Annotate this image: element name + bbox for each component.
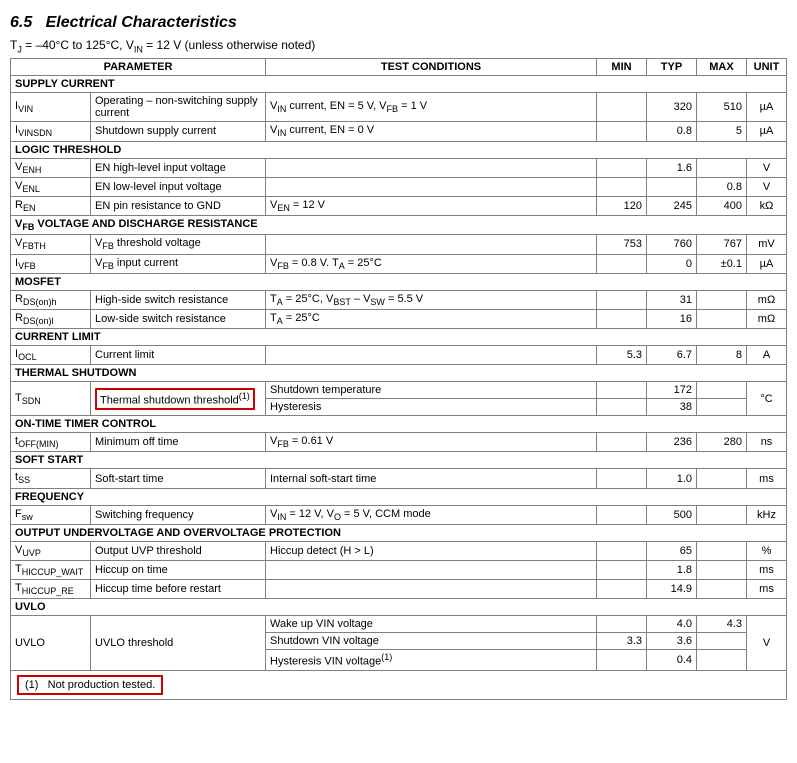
row-tsdn-1: TSDN Thermal shutdown threshold(1) Shutd…: [11, 382, 787, 399]
test-conditions-header: TJ = –40°C to 125°C, VIN = 12 V (unless …: [10, 38, 787, 54]
section-current-limit: CURRENT LIMIT: [11, 329, 787, 346]
row-tss: tSS Soft-start time Internal soft-start …: [11, 469, 787, 488]
row-fsw: Fsw Switching frequency VIN = 12 V, VO =…: [11, 505, 787, 524]
row-ren: REN EN pin resistance to GND VEN = 12 V …: [11, 196, 787, 215]
row-ivinsdn: IVINSDN Shutdown supply current VIN curr…: [11, 122, 787, 141]
col-test-conditions: TEST CONDITIONS: [266, 59, 597, 76]
footnote-highlight: (1) Not production tested.: [17, 675, 163, 695]
table-header-row: PARAMETER TEST CONDITIONS MIN TYP MAX UN…: [11, 59, 787, 76]
footnote-row: (1) Not production tested.: [11, 671, 787, 700]
section-on-time: ON-TIME TIMER CONTROL: [11, 416, 787, 433]
row-toffmin: tOFF(MIN) Minimum off time VFB = 0.61 V …: [11, 433, 787, 452]
section-title: 6.5 Electrical Characteristics: [10, 14, 787, 32]
row-uvlo-1: UVLO UVLO threshold Wake up VIN voltage …: [11, 616, 787, 633]
section-output-uv-ov: OUTPUT UNDERVOLTAGE AND OVERVOLTAGE PROT…: [11, 524, 787, 541]
characteristics-table: PARAMETER TEST CONDITIONS MIN TYP MAX UN…: [10, 58, 787, 700]
row-iocl: IOCL Current limit 5.3 6.7 8 A: [11, 346, 787, 365]
row-vfbth: VFBTH VFB threshold voltage 753 760 767 …: [11, 235, 787, 254]
section-uvlo: UVLO: [11, 599, 787, 616]
section-soft-start: SOFT START: [11, 452, 787, 469]
row-vuvp: VUVP Output UVP threshold Hiccup detect …: [11, 541, 787, 560]
thermal-shutdown-highlight: Thermal shutdown threshold(1): [95, 388, 255, 410]
row-thiccupre: THICCUP_RE Hiccup time before restart 14…: [11, 580, 787, 599]
row-rdsonh: RDS(on)h High-side switch resistance TA …: [11, 290, 787, 309]
row-thiccupwait: THICCUP_WAIT Hiccup on time 1.8 ms: [11, 561, 787, 580]
row-ivfb: IVFB VFB input current VFB = 0.8 V. TA =…: [11, 254, 787, 273]
row-venl: VENL EN low-level input voltage 0.8 V: [11, 177, 787, 196]
section-frequency: FREQUENCY: [11, 488, 787, 505]
col-unit: UNIT: [747, 59, 787, 76]
section-supply-current: SUPPLY CURRENT: [11, 76, 787, 93]
section-thermal-shutdown: THERMAL SHUTDOWN: [11, 365, 787, 382]
col-max: MAX: [697, 59, 747, 76]
section-mosfet: MOSFET: [11, 273, 787, 290]
col-min: MIN: [597, 59, 647, 76]
col-typ: TYP: [647, 59, 697, 76]
row-venh: VENH EN high-level input voltage 1.6 V: [11, 158, 787, 177]
col-parameter: PARAMETER: [11, 59, 266, 76]
section-vfb-voltage: VFB VOLTAGE AND DISCHARGE RESISTANCE: [11, 216, 787, 235]
section-logic-threshold: LOGIC THRESHOLD: [11, 141, 787, 158]
row-ivin: IVIN Operating – non-switching supply cu…: [11, 93, 787, 122]
row-rdsonl: RDS(on)l Low-side switch resistance TA =…: [11, 309, 787, 328]
